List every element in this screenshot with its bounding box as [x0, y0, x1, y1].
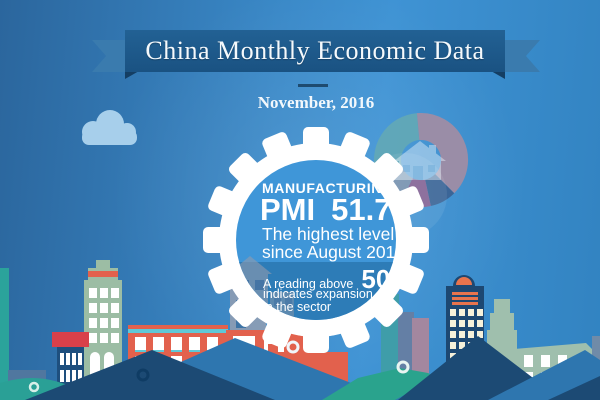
pmi-label: PMI [260, 192, 316, 227]
pmi-metric-line: PMI 51.7 [260, 192, 391, 228]
gear-icon [203, 127, 429, 353]
ring-detail-2 [286, 340, 300, 354]
navy-mountain-left [25, 350, 275, 400]
date-label: November, 2016 [257, 93, 375, 112]
pmi-note-line2: indicates expansion [263, 287, 373, 301]
ring-detail-1 [28, 381, 40, 393]
blue-mountain-far-right [488, 350, 600, 400]
cloud-icon [82, 110, 137, 145]
ring-detail-3 [136, 368, 150, 382]
ribbon-fold-right [491, 71, 505, 79]
pmi-value: 51.7 [331, 192, 392, 227]
foreground [0, 336, 600, 400]
pmi-note-line1: A reading above 50 [263, 266, 390, 292]
date-divider [298, 84, 328, 87]
pmi-note-line3: in the sector [263, 300, 332, 314]
ribbon-fold-left [125, 71, 139, 79]
note-prefix: A reading above [263, 277, 354, 291]
note-threshold: 50 [361, 264, 391, 294]
page-title: China Monthly Economic Data [125, 30, 505, 72]
pmi-highlight-line2: since August 2014 [262, 242, 406, 262]
navy-corner-right [548, 376, 600, 400]
pmi-kicker: MANUFACTURING [262, 180, 394, 196]
pmi-highlight-line1: The highest level [262, 224, 395, 244]
ring-detail-4 [396, 360, 410, 374]
